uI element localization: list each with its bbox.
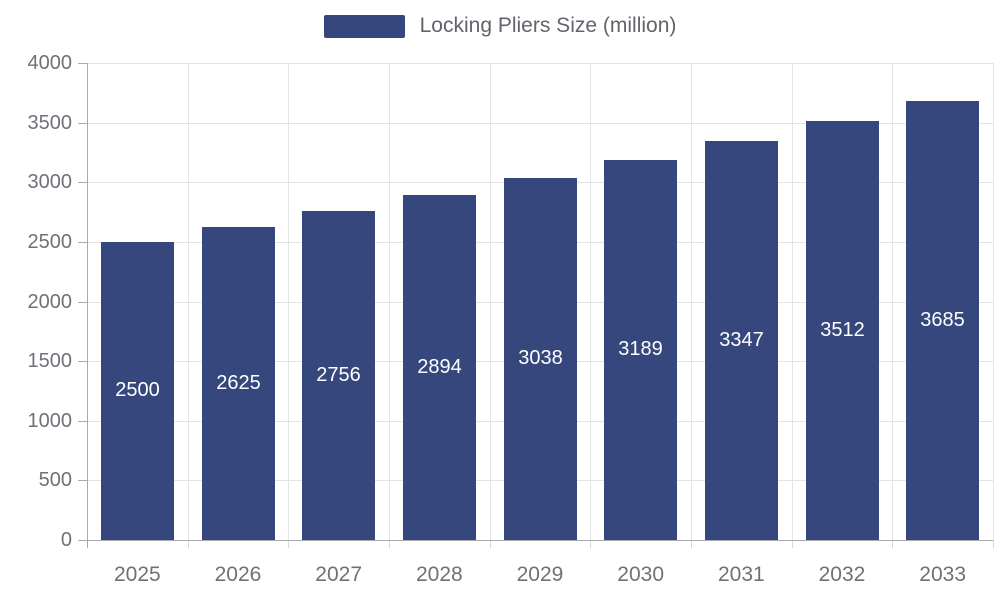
- x-axis-tick: [187, 540, 189, 548]
- x-axis-tick-label: 2028: [415, 563, 463, 586]
- y-axis-tick-label: 1500: [27, 350, 73, 373]
- bar-2031[interactable]: 3347: [705, 140, 778, 540]
- gridline-v: [590, 63, 592, 540]
- y-axis-tick: [78, 122, 87, 124]
- y-axis-tick: [78, 420, 87, 422]
- bar-value-label: 3347: [719, 328, 764, 351]
- x-axis-tick-label: 2026: [214, 563, 262, 586]
- x-axis-tick: [389, 540, 390, 548]
- x-axis-tick-label: 2031: [717, 563, 765, 586]
- x-axis-tick: [489, 540, 491, 548]
- gridline-v: [187, 63, 189, 540]
- gridline-h: [87, 122, 993, 124]
- y-axis-tick-label: 0: [60, 529, 72, 551]
- bar-2030[interactable]: 3189: [604, 159, 677, 540]
- gridline-v: [389, 63, 390, 540]
- y-axis-tick: [78, 480, 87, 482]
- legend-swatch: [323, 14, 405, 38]
- x-axis-tick: [288, 540, 290, 548]
- y-axis-tick: [78, 361, 87, 363]
- gridline-v: [691, 63, 692, 540]
- x-axis-line: [87, 540, 993, 541]
- y-axis-tick-label: 3500: [27, 111, 73, 134]
- bar-value-label: 3038: [518, 347, 563, 370]
- gridline-v: [993, 63, 994, 540]
- y-axis-tick-label: 1000: [27, 409, 73, 432]
- y-axis-tick: [78, 241, 87, 243]
- bar-2026[interactable]: 2625: [202, 226, 275, 540]
- bar-2029[interactable]: 3038: [504, 177, 577, 540]
- legend-label: Locking Pliers Size (million): [419, 14, 677, 37]
- y-axis-tick: [78, 63, 87, 64]
- gridline-v: [489, 63, 491, 540]
- bar-2033[interactable]: 3685: [906, 100, 979, 540]
- x-axis-tick: [691, 540, 692, 548]
- x-axis-tick-label: 2030: [617, 563, 665, 586]
- bar-value-label: 2500: [115, 379, 160, 402]
- bar-value-label: 3512: [820, 319, 865, 342]
- y-axis-tick: [78, 301, 87, 303]
- bar-2025[interactable]: 2500: [101, 241, 174, 540]
- y-axis-tick-label: 2500: [27, 230, 73, 253]
- gridline-h: [87, 63, 993, 64]
- bar-2028[interactable]: 2894: [403, 194, 476, 540]
- y-axis-tick: [78, 540, 87, 541]
- x-axis-tick-label: 2032: [818, 563, 866, 586]
- legend[interactable]: Locking Pliers Size (million): [0, 14, 1000, 38]
- x-axis-tick: [590, 540, 592, 548]
- y-axis-tick-label: 500: [38, 469, 72, 492]
- x-axis-tick-label: 2033: [919, 563, 967, 586]
- x-axis-tick: [993, 540, 994, 548]
- y-axis-tick-label: 2000: [27, 290, 73, 313]
- x-axis-tick: [791, 540, 793, 548]
- x-axis-tick-label: 2029: [516, 563, 564, 586]
- y-axis-tick: [78, 182, 87, 184]
- x-axis-tick-label: 2025: [113, 563, 161, 586]
- x-axis-tick-label: 2027: [315, 563, 363, 586]
- y-axis-tick-label: 4000: [27, 52, 73, 74]
- bar-2027[interactable]: 2756: [302, 211, 375, 540]
- y-axis-tick-label: 3000: [27, 171, 73, 194]
- x-axis-tick: [892, 540, 894, 548]
- y-axis-line: [87, 63, 88, 548]
- gridline-v: [288, 63, 290, 540]
- bar-2032[interactable]: 3512: [806, 121, 879, 540]
- bar-value-label: 2625: [216, 371, 261, 394]
- bar-value-label: 3685: [920, 308, 965, 331]
- gridline-v: [791, 63, 793, 540]
- bar-value-label: 2894: [417, 355, 462, 378]
- gridline-v: [892, 63, 894, 540]
- bar-value-label: 2756: [316, 364, 361, 387]
- bar-value-label: 3189: [618, 338, 663, 361]
